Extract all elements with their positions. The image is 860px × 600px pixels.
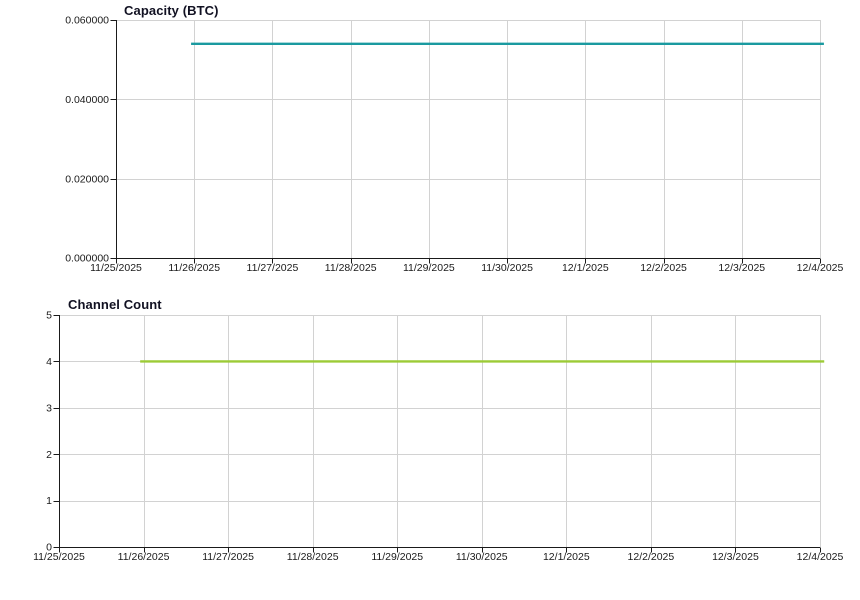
chart-title: Channel Count [68, 297, 162, 312]
grid-lines [116, 20, 821, 258]
x-tick-label: 11/26/2025 [168, 262, 220, 274]
x-tick-label: 11/30/2025 [456, 551, 508, 563]
x-tick-label: 12/4/2025 [797, 262, 844, 274]
x-tick-label: 11/25/2025 [90, 262, 142, 274]
y-tick-label: 4 [46, 356, 52, 368]
x-tick-label: 12/2/2025 [628, 551, 675, 563]
y-tick-label: 0.060000 [65, 15, 109, 27]
y-tick-label: 5 [46, 310, 52, 322]
y-tick-label: 0.020000 [65, 173, 109, 185]
x-tick-label: 12/1/2025 [543, 551, 590, 563]
x-tick-label: 11/27/2025 [247, 262, 299, 274]
channel-count-chart-panel: 0 1 2 3 4 5 11/25/2025 11/26/2025 11/27/2025 11/2… [0, 290, 860, 590]
y-tick-label: 3 [46, 402, 52, 414]
chart-title: Capacity (BTC) [124, 3, 219, 18]
x-tick-label: 11/28/2025 [325, 262, 377, 274]
grid-lines [59, 315, 821, 547]
x-tick-label: 11/27/2025 [202, 551, 254, 563]
y-tick-label: 1 [46, 495, 52, 507]
capacity-chart-svg[interactable]: 0.000000 0.020000 0.040000 0.060000 11/25/20… [0, 0, 860, 290]
y-axis-tick-labels: 0.000000 0.020000 0.040000 0.060000 [65, 15, 109, 265]
x-tick-label: 11/29/2025 [403, 262, 455, 274]
axes [53, 314, 822, 553]
x-axis-tick-labels: 11/25/2025 11/26/2025 11/27/2025 11/28/2025… [90, 262, 843, 274]
y-tick-label: 0.000000 [65, 253, 109, 265]
x-axis-tick-labels: 11/25/2025 11/26/2025 11/27/2025 11/28/2025… [33, 551, 843, 563]
x-tick-label: 11/29/2025 [371, 551, 423, 563]
x-tick-label: 12/2/2025 [640, 262, 687, 274]
axes [110, 19, 822, 264]
y-tick-label: 0 [46, 542, 52, 554]
x-tick-label: 11/26/2025 [118, 551, 170, 563]
x-tick-label: 12/1/2025 [562, 262, 609, 274]
x-tick-label: 12/3/2025 [718, 262, 765, 274]
x-tick-label: 12/4/2025 [797, 551, 844, 563]
y-tick-label: 2 [46, 449, 52, 461]
capacity-chart-panel: 0.000000 0.020000 0.040000 0.060000 11/25/20… [0, 0, 860, 290]
y-tick-label: 0.040000 [65, 94, 109, 106]
x-tick-label: 11/25/2025 [33, 551, 85, 563]
x-tick-label: 11/28/2025 [287, 551, 339, 563]
x-tick-label: 11/30/2025 [481, 262, 533, 274]
y-axis-tick-labels: 0 1 2 3 4 5 [46, 310, 52, 554]
x-tick-label: 12/3/2025 [712, 551, 759, 563]
